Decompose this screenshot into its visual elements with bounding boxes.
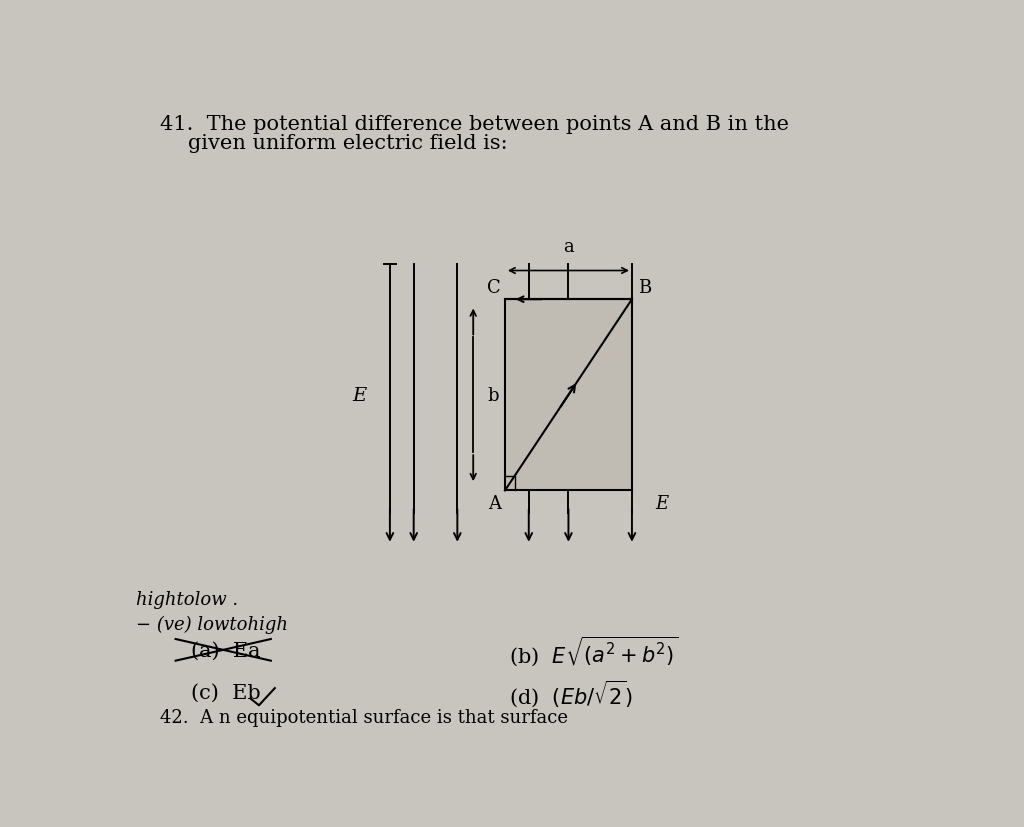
Text: a: a [563, 237, 573, 256]
Text: (d)  $(Eb/\sqrt{2})$: (d) $(Eb/\sqrt{2})$ [509, 677, 633, 708]
Text: b: b [487, 386, 499, 404]
Text: E: E [655, 495, 669, 513]
Text: given uniform electric field is:: given uniform electric field is: [187, 134, 507, 153]
Text: − (ve) lowtohigh: − (ve) lowtohigh [136, 615, 288, 633]
Bar [505, 300, 632, 491]
Text: (a)  Ea: (a) Ea [191, 641, 261, 660]
Text: A: A [488, 494, 501, 512]
Text: C: C [487, 279, 501, 297]
Text: (c)  Eb: (c) Eb [191, 683, 261, 702]
Text: (b)  $E\sqrt{(a^2+b^2)}$: (b) $E\sqrt{(a^2+b^2)}$ [509, 633, 679, 667]
Text: 42.  A n equipotential surface is that surface: 42. A n equipotential surface is that su… [160, 709, 567, 726]
Text: E: E [352, 386, 367, 404]
Text: B: B [638, 279, 651, 297]
Text: 41.  The potential difference between points A and B in the: 41. The potential difference between poi… [160, 115, 788, 134]
Text: hightolow .: hightolow . [136, 590, 238, 608]
